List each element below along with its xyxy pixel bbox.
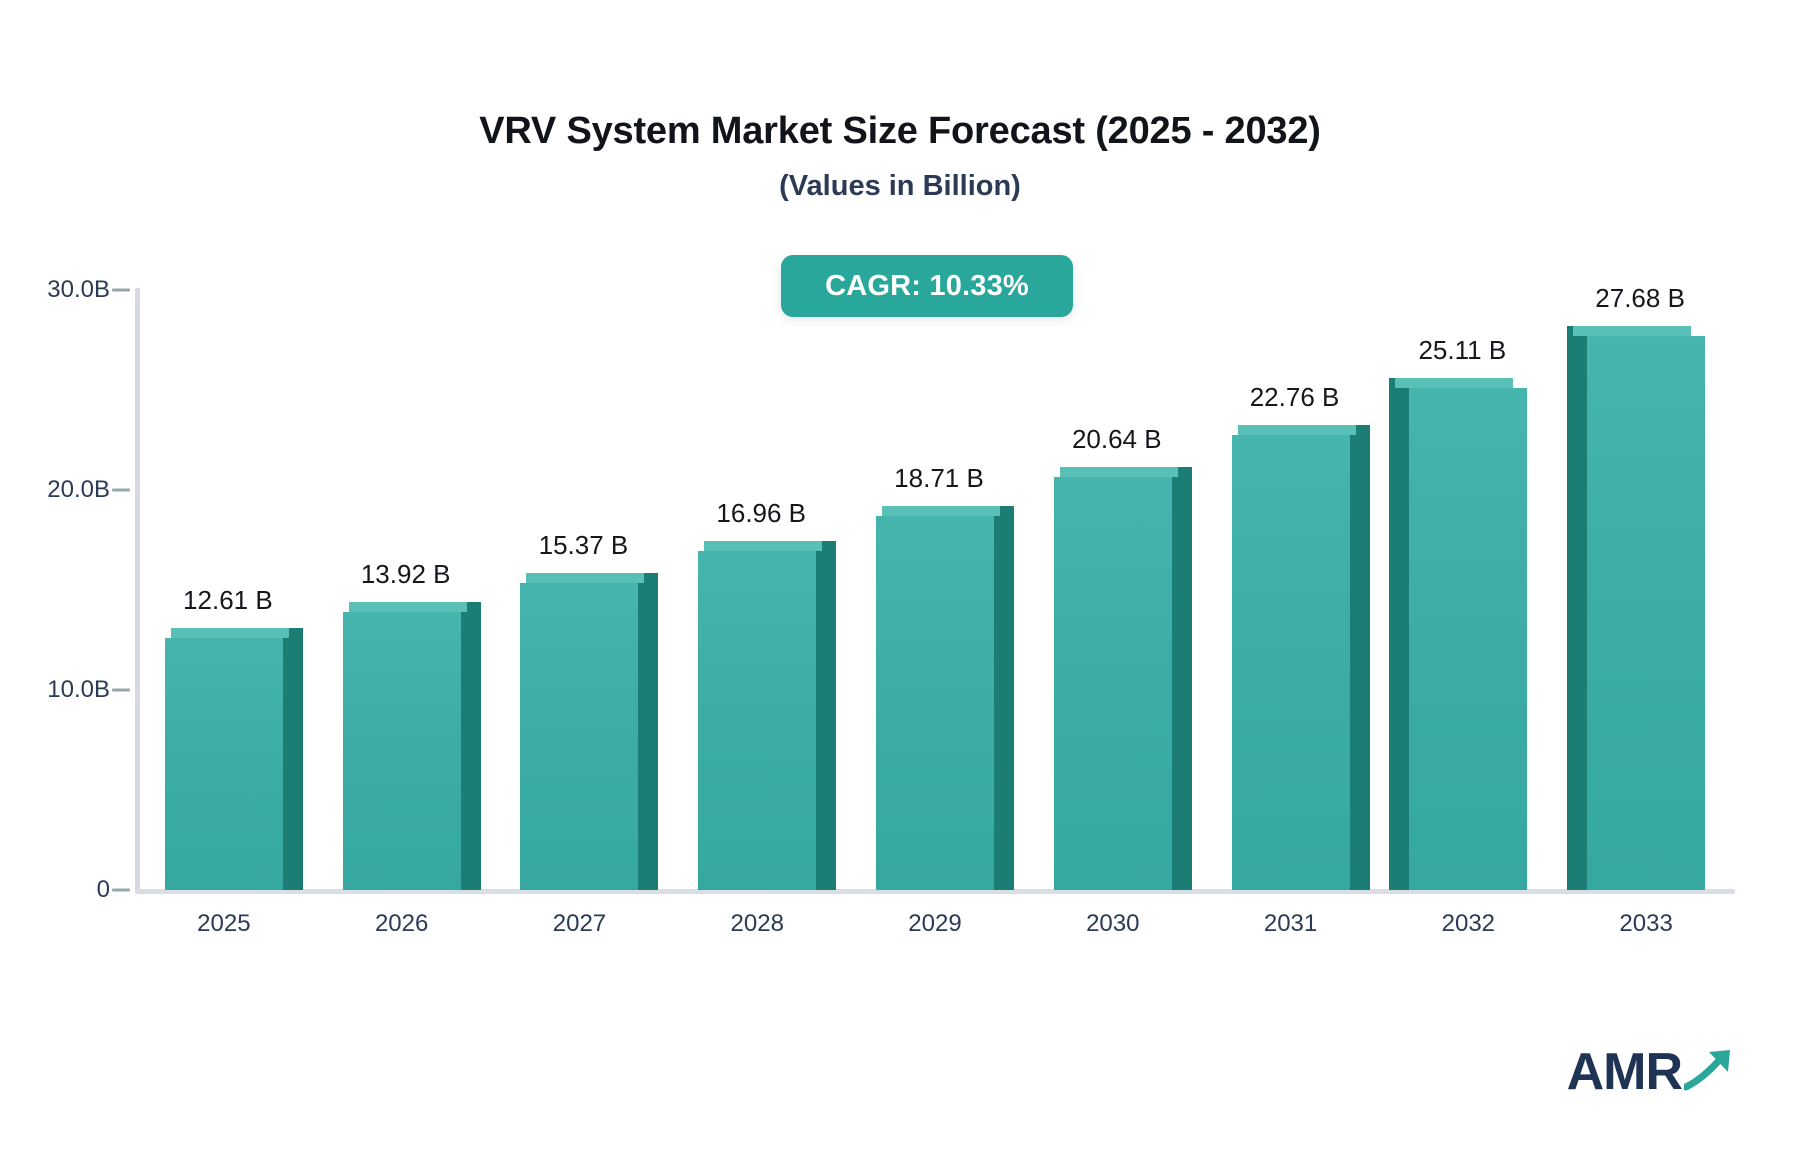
bar <box>520 572 659 890</box>
y-axis-line <box>135 288 140 892</box>
x-axis-tick-label: 2029 <box>908 910 962 937</box>
y-axis-tick-label: 30.0B <box>47 276 110 303</box>
bar-value-label: 13.92 B <box>360 558 451 589</box>
bar-side-face <box>638 572 659 890</box>
bar <box>1231 424 1370 890</box>
chart-title: VRV System Market Size Forecast (2025 - … <box>479 110 1321 152</box>
bar-front-face <box>1587 336 1706 890</box>
bar-front-face <box>1231 434 1350 890</box>
bar-top-face <box>348 601 467 612</box>
bar-side-face <box>1567 326 1588 890</box>
bar-front-face <box>698 550 817 890</box>
x-axis-tick-label: 2027 <box>552 910 607 937</box>
bar-top-face <box>882 505 1000 516</box>
bar-top-face <box>1395 377 1514 388</box>
x-axis-tick-label: 2031 <box>1263 910 1318 937</box>
bar-side-face <box>1349 424 1370 890</box>
bar-value-label: 20.64 B <box>1071 424 1162 455</box>
x-axis-tick-label: 2032 <box>1441 910 1496 937</box>
bar-top-face <box>170 627 289 638</box>
x-axis-tick-label: 2030 <box>1086 910 1140 937</box>
bar-top-face <box>1573 326 1692 337</box>
bar-top-face <box>526 572 645 583</box>
bar <box>1567 326 1706 890</box>
bar-top-face <box>704 540 823 551</box>
bar-front-face <box>876 515 994 890</box>
bar-value-label: 16.96 B <box>716 497 807 528</box>
x-axis-tick-label: 2025 <box>197 910 251 937</box>
bar-value-label: 27.68 B <box>1595 283 1685 314</box>
y-axis-tick-mark <box>112 488 130 492</box>
bar-top-face <box>1059 467 1178 478</box>
bar <box>164 627 303 890</box>
bar-side-face <box>282 627 303 890</box>
x-axis-line <box>135 889 1735 894</box>
bar <box>698 540 837 890</box>
chart-subtitle: (Values in Billion) <box>779 170 1021 202</box>
x-axis-tick-label: 2033 <box>1619 910 1673 937</box>
bar <box>876 505 1014 890</box>
bar-front-face <box>1053 477 1172 890</box>
plot-area: 12.61 B 13.92 B 15.37 B 16.96 B 18.71 B 20.64… <box>135 283 1735 890</box>
bar-value-label: 18.71 B <box>894 462 984 493</box>
bar-value-label: 15.37 B <box>538 529 629 560</box>
y-axis-tick-mark <box>112 288 130 292</box>
x-axis-tick-label: 2026 <box>374 910 429 937</box>
bar-side-face <box>1389 377 1410 890</box>
bar-front-face <box>520 582 639 890</box>
bar-top-face <box>1237 424 1356 435</box>
cagr-badge: CAGR: 10.33% <box>781 255 1073 317</box>
bar-side-face <box>460 601 481 890</box>
bar-side-face <box>816 540 837 890</box>
bar <box>342 601 481 890</box>
y-axis-tick-label: 10.0B <box>47 676 110 703</box>
y-axis-tick-mark <box>112 688 130 692</box>
y-axis-tick-mark <box>112 888 130 892</box>
amr-logo: AMR <box>1567 1046 1740 1098</box>
bar-value-label: 22.76 B <box>1249 381 1340 412</box>
bar-value-label: 25.11 B <box>1418 334 1507 365</box>
bar <box>1053 467 1192 890</box>
y-axis-tick-label: 0 <box>96 876 110 903</box>
x-axis-tick-label: 2028 <box>730 910 784 937</box>
bar-side-face <box>994 505 1014 890</box>
trend-up-arrow-icon <box>1682 1047 1740 1096</box>
bar <box>1389 377 1528 890</box>
y-axis-tick-label: 20.0B <box>47 476 110 503</box>
amr-logo-text: AMR <box>1566 1043 1683 1101</box>
bar-value-label: 12.61 B <box>183 584 273 615</box>
bar-front-face <box>164 637 283 890</box>
bar-side-face <box>1171 467 1192 890</box>
bar-front-face <box>1409 387 1528 890</box>
bar-front-face <box>342 611 461 890</box>
